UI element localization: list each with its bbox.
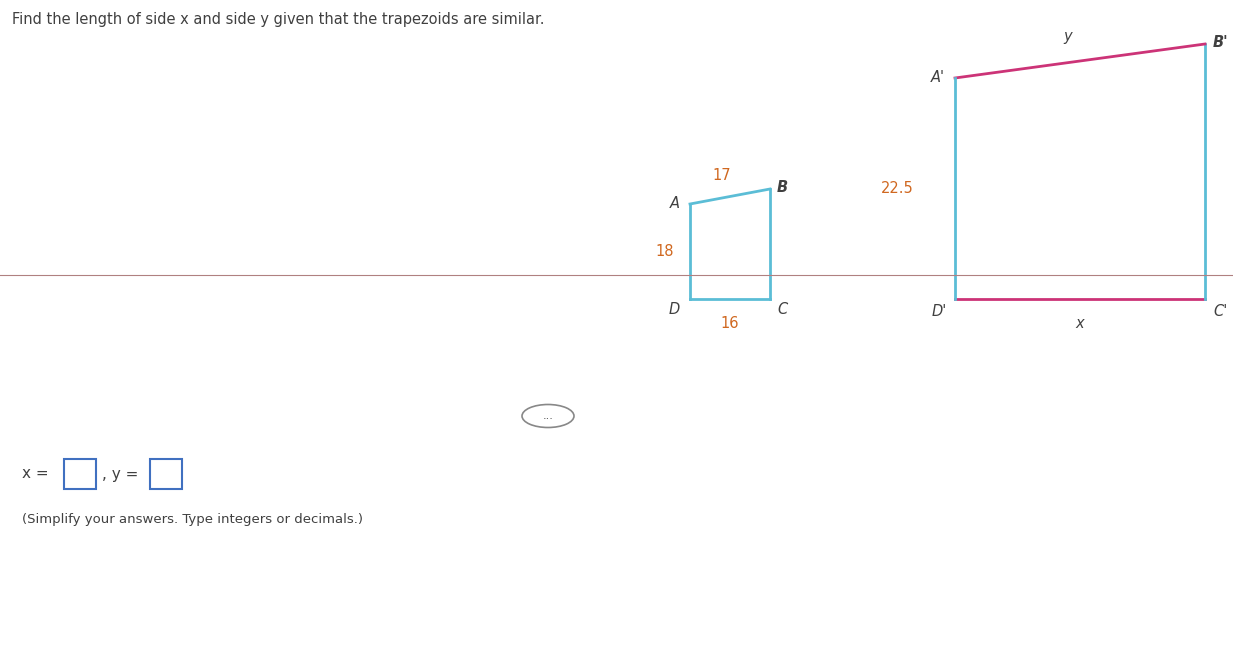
Text: C': C': [1213, 303, 1227, 318]
Text: 18: 18: [656, 244, 674, 259]
Text: B': B': [1213, 35, 1228, 50]
Text: A: A: [670, 196, 681, 211]
Text: C: C: [777, 301, 787, 317]
Text: 16: 16: [721, 316, 740, 331]
Text: , y =: , y =: [102, 466, 138, 481]
Text: D: D: [668, 301, 681, 317]
Text: 17: 17: [713, 167, 731, 182]
Text: D': D': [932, 303, 947, 318]
Text: y: y: [1064, 29, 1073, 44]
Text: 22.5: 22.5: [880, 181, 914, 196]
Text: x: x: [1075, 316, 1084, 331]
Text: x =: x =: [22, 466, 48, 481]
Text: Find the length of side x and side y given that the trapezoids are similar.: Find the length of side x and side y giv…: [12, 12, 545, 27]
Text: (Simplify your answers. Type integers or decimals.): (Simplify your answers. Type integers or…: [22, 513, 363, 526]
Text: A': A': [931, 71, 944, 86]
Text: ...: ...: [543, 411, 554, 421]
Text: B: B: [777, 179, 788, 194]
